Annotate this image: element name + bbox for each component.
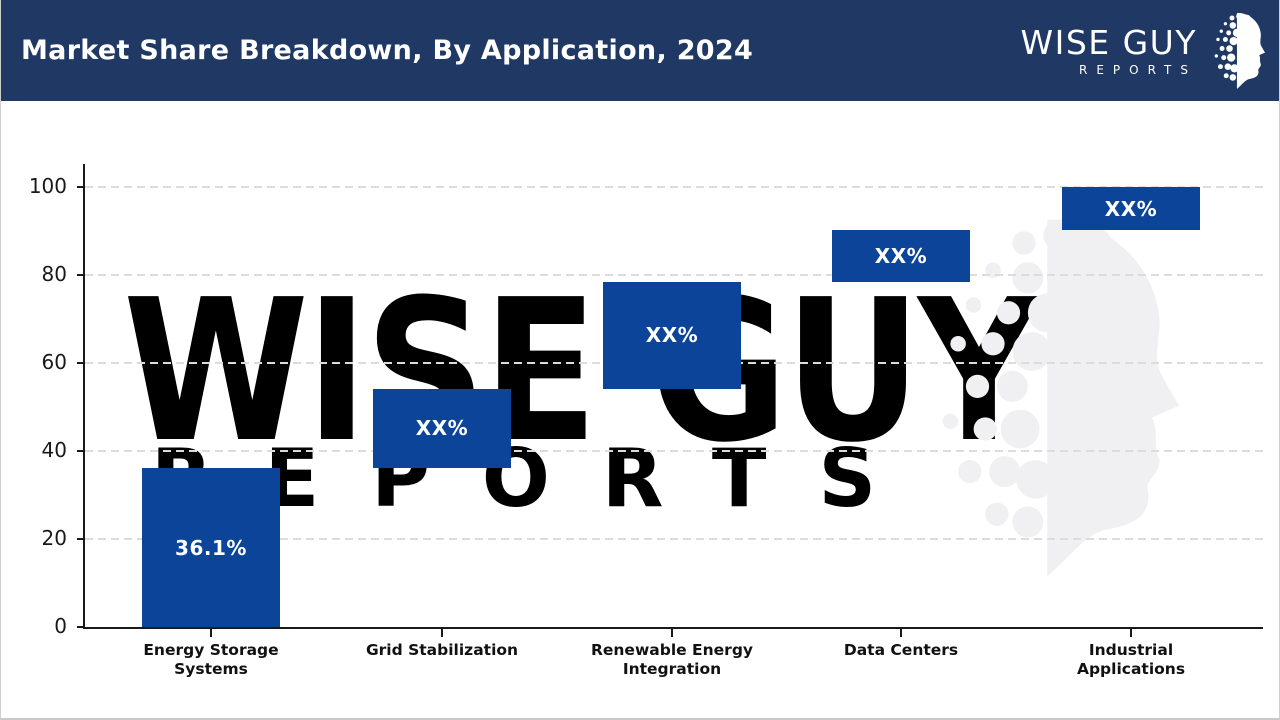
bar-value-label: XX%	[415, 416, 469, 441]
x-tickmark	[210, 629, 212, 637]
wise-guy-logo: WISE GUY REPORTS	[1020, 11, 1265, 91]
y-tickmark	[77, 538, 85, 540]
page-title: Market Share Breakdown, By Application, …	[21, 35, 754, 66]
y-tick-label: 0	[54, 614, 67, 638]
bar: XX%	[373, 388, 511, 469]
y-tickmark	[77, 186, 85, 188]
x-tickmark	[900, 629, 902, 637]
wise-guy-face-icon	[1214, 12, 1265, 89]
x-category-label: Data Centers	[843, 641, 959, 659]
y-tick-label: 60	[41, 350, 67, 374]
bar: 36.1%	[142, 468, 280, 627]
y-tickmark	[77, 274, 85, 276]
bar-value-label: 36.1%	[175, 535, 247, 560]
logo-brand-sub: REPORTS	[1078, 62, 1197, 77]
x-category-label: Energy Storage Systems	[143, 641, 279, 678]
y-axis-line	[83, 164, 85, 629]
bar-value-label: XX%	[645, 323, 699, 348]
y-tick-label: 80	[41, 262, 67, 286]
x-axis-line	[83, 627, 1263, 629]
bar: XX%	[1062, 187, 1200, 231]
x-tickmark	[441, 629, 443, 637]
header-bar: Market Share Breakdown, By Application, …	[1, 0, 1279, 101]
x-category-label: Industrial Applications	[1076, 641, 1186, 678]
x-tickmark	[1130, 629, 1132, 637]
y-tick-label: 100	[28, 174, 67, 198]
logo-text: WISE GUY REPORTS	[1020, 26, 1197, 76]
y-tick-label: 40	[41, 438, 67, 462]
bar: XX%	[603, 282, 741, 389]
logo-brand-name: WISE GUY	[1020, 22, 1197, 62]
y-tickmark	[77, 450, 85, 452]
bar-value-label: XX%	[1104, 196, 1158, 221]
y-tickmark	[77, 626, 85, 628]
y-tickmark	[77, 362, 85, 364]
x-category-label: Renewable Energy Integration	[590, 641, 754, 678]
bar: XX%	[832, 230, 970, 283]
x-tickmark	[671, 629, 673, 637]
y-tick-label: 20	[41, 526, 67, 550]
x-category-label: Grid Stabilization	[365, 641, 519, 659]
y-gridline	[85, 274, 1263, 276]
y-gridline	[85, 538, 1263, 540]
y-gridline	[85, 186, 1263, 188]
bar-value-label: XX%	[874, 244, 928, 269]
y-gridline	[85, 450, 1263, 452]
